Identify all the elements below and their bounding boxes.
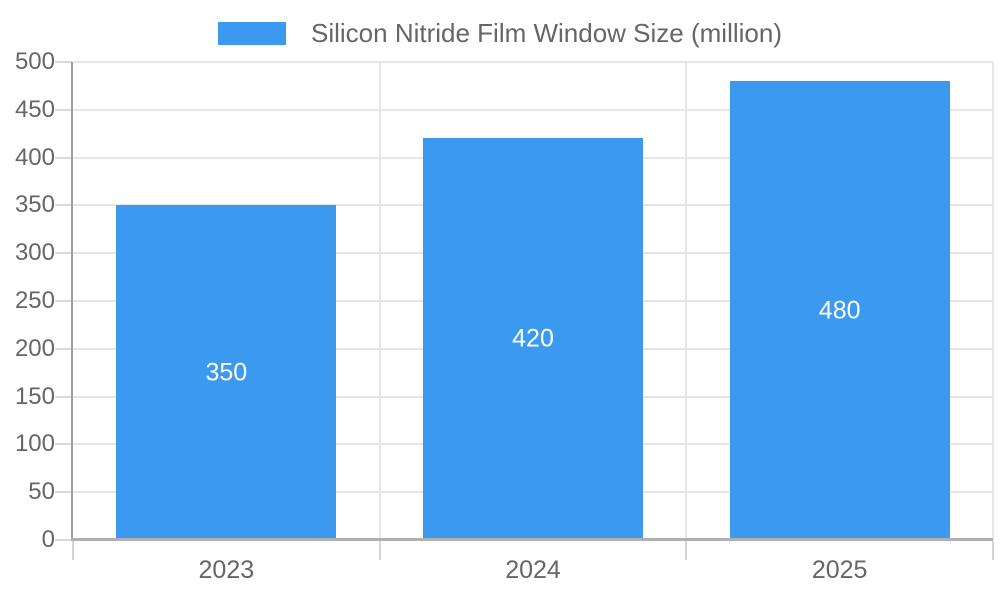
y-axis-tick xyxy=(55,156,72,159)
y-axis-tick-label: 300 xyxy=(14,239,55,267)
gridline-v xyxy=(685,62,688,540)
x-axis-label-2025: 2025 xyxy=(811,556,868,584)
y-axis-tick-label: 0 xyxy=(41,526,55,553)
y-axis-tick xyxy=(55,395,72,398)
bar-value-label: 350 xyxy=(205,358,248,387)
legend-swatch-icon xyxy=(218,22,286,45)
x-axis-tick xyxy=(378,541,381,560)
bar-2025[interactable]: 480 xyxy=(729,81,950,540)
y-axis-tick xyxy=(55,443,72,446)
y-axis-tick-label: 350 xyxy=(14,191,55,219)
bar-value-label: 420 xyxy=(512,324,554,353)
y-axis-tick-label: 150 xyxy=(14,382,55,410)
x-axis-tick xyxy=(992,541,994,560)
y-axis-tick-label: 400 xyxy=(14,143,55,171)
y-axis-tick-label: 200 xyxy=(14,334,55,362)
y-axis-tick-label: 250 xyxy=(14,287,55,314)
y-axis-tick xyxy=(55,539,72,541)
y-axis-tick xyxy=(55,61,72,63)
gridline-v xyxy=(992,62,994,540)
bar-2023[interactable]: 350 xyxy=(116,205,337,540)
bar-value-label: 480 xyxy=(818,296,861,325)
y-axis-tick xyxy=(55,108,72,111)
plot-area: 350 420 480 xyxy=(73,61,994,540)
gridline-v xyxy=(378,62,381,540)
y-axis-tick-label: 50 xyxy=(28,478,55,506)
legend-label: Silicon Nitride Film Window Size (millio… xyxy=(311,18,782,48)
y-axis-tick xyxy=(55,204,72,207)
y-axis-tick-label: 100 xyxy=(14,430,55,458)
gridline-h xyxy=(73,108,993,111)
x-axis-label-2024: 2024 xyxy=(505,556,561,584)
x-axis-label-2023: 2023 xyxy=(198,556,255,584)
y-axis-tick-label: 450 xyxy=(14,95,55,123)
y-axis-line xyxy=(71,62,73,540)
x-axis-line xyxy=(71,538,993,541)
gridline-h xyxy=(73,61,993,63)
x-axis-tick xyxy=(72,541,74,560)
y-axis-tick xyxy=(55,491,72,494)
y-axis-tick-label: 500 xyxy=(14,48,55,75)
y-axis-tick xyxy=(55,300,72,302)
bar-2024[interactable]: 420 xyxy=(423,138,643,540)
y-axis-tick xyxy=(55,347,72,350)
x-axis-tick xyxy=(685,541,688,560)
y-axis-tick xyxy=(55,252,72,255)
chart-legend[interactable]: Silicon Nitride Film Window Size (millio… xyxy=(0,20,1000,47)
